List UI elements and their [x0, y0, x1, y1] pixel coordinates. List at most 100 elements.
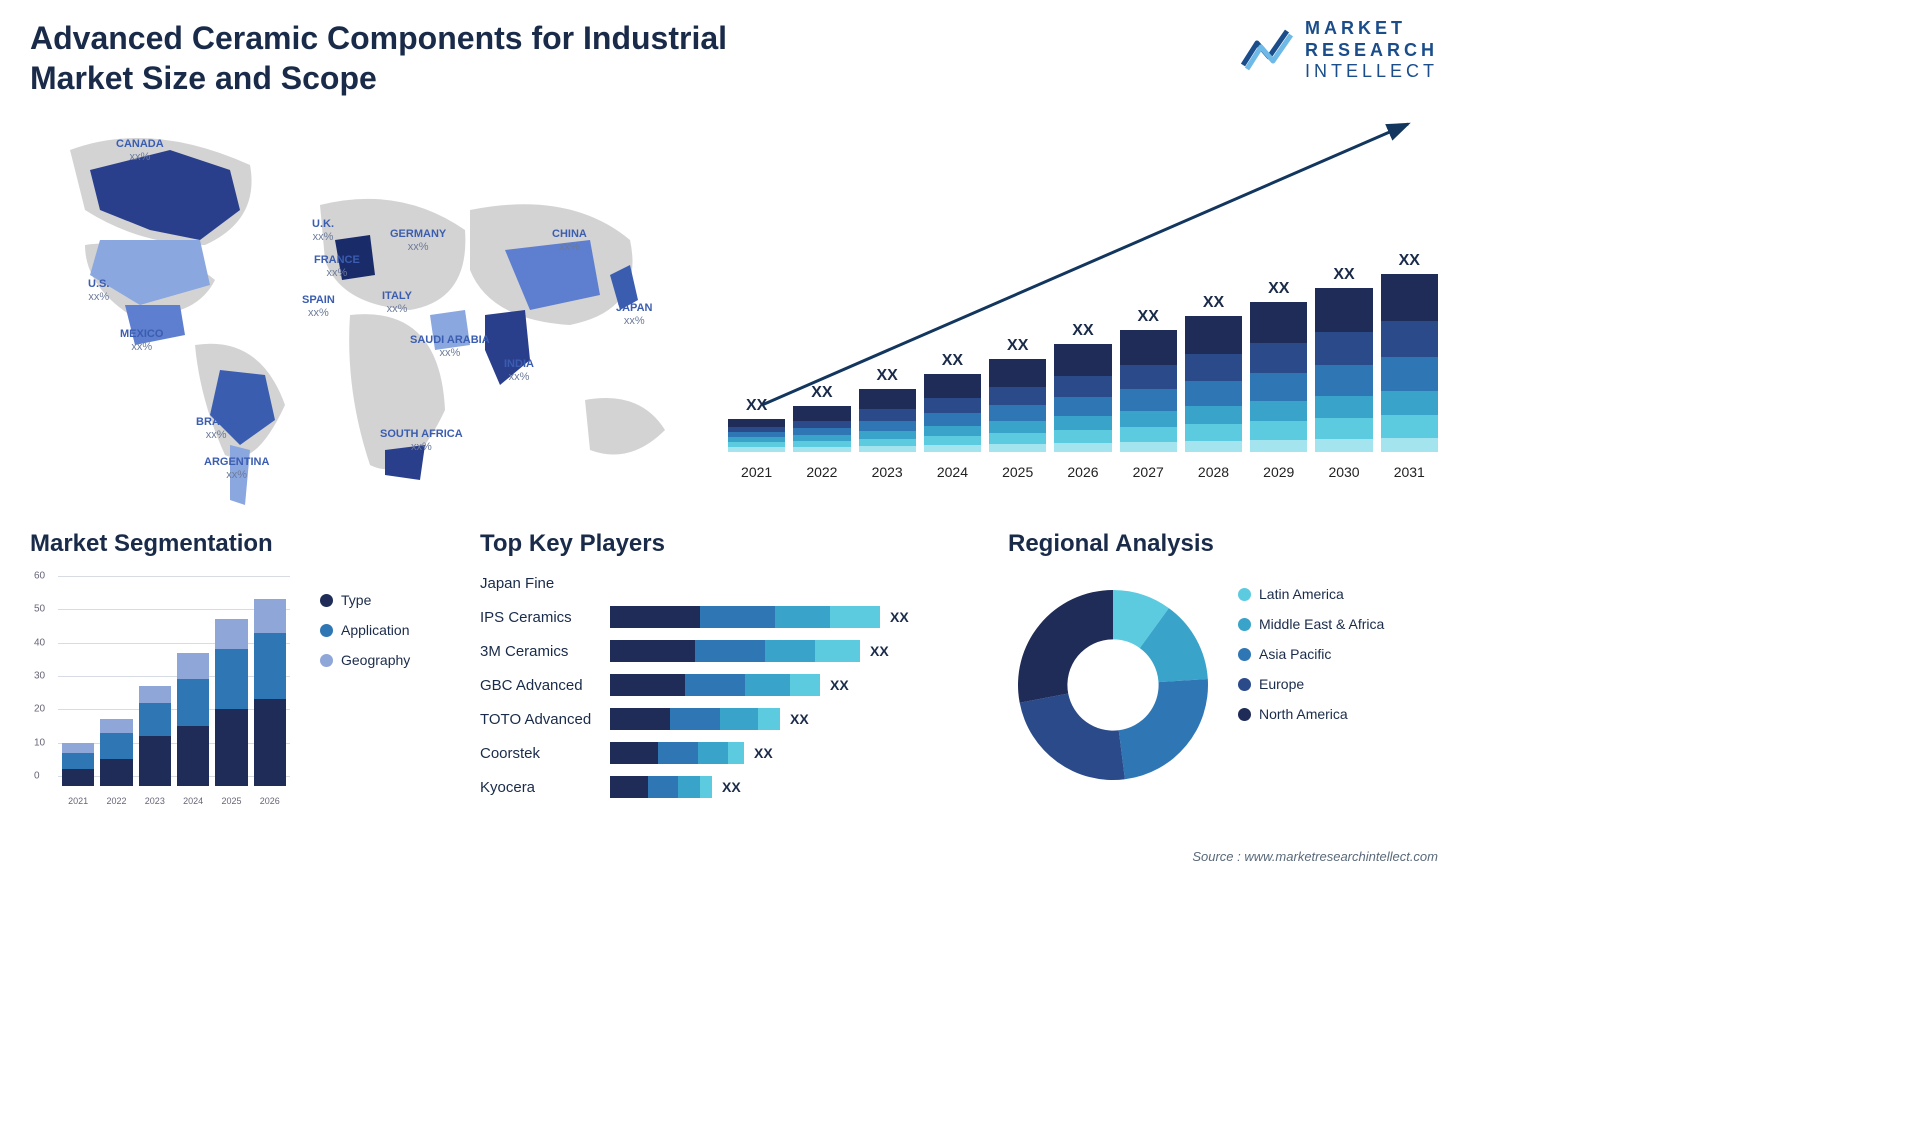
- key-player-row: GBC AdvancedXX: [480, 672, 980, 698]
- legend-label: Latin America: [1259, 586, 1344, 602]
- map-country-label: U.K.xx%: [312, 218, 334, 244]
- growth-bar-value: XX: [1007, 337, 1028, 355]
- growth-bar-segment: [1120, 365, 1177, 389]
- segmentation-bar-segment: [215, 709, 247, 786]
- source-line: Source : www.marketresearchintellect.com: [1192, 849, 1438, 864]
- regional-donut: [1008, 580, 1218, 790]
- segmentation-title: Market Segmentation: [30, 530, 460, 558]
- growth-bar-segment: [859, 409, 916, 421]
- legend-label: Type: [341, 592, 371, 608]
- key-player-bar-segment: [700, 606, 775, 628]
- donut-slice: [1119, 679, 1208, 779]
- segmentation-bar-segment: [100, 719, 132, 732]
- map-country-label: BRAZILxx%: [196, 416, 236, 442]
- key-player-name: Coorstek: [480, 745, 610, 762]
- growth-bar-column: XX: [1381, 252, 1438, 452]
- growth-bar: [793, 406, 850, 452]
- segmentation-bar-column: [139, 686, 171, 786]
- segmentation-bar-segment: [254, 599, 286, 632]
- logo-line2: RESEARCH: [1305, 40, 1438, 62]
- key-player-bar-segment: [678, 776, 700, 798]
- key-player-bar-segment: [765, 640, 815, 662]
- growth-bar-segment: [989, 444, 1046, 452]
- key-player-value: XX: [870, 643, 889, 659]
- legend-label: North America: [1259, 706, 1348, 722]
- key-player-bar-segment: [685, 674, 745, 696]
- segmentation-bar: [139, 686, 171, 786]
- segmentation-bar-segment: [100, 759, 132, 786]
- legend-item: Latin America: [1238, 586, 1384, 602]
- growth-bar-column: XX: [1250, 280, 1307, 452]
- growth-year-label: 2023: [859, 464, 916, 480]
- growth-bar: [1250, 302, 1307, 452]
- growth-year-label: 2021: [728, 464, 785, 480]
- world-map-svg: [30, 110, 690, 510]
- growth-bar-segment: [924, 436, 981, 445]
- growth-bar-segment: [1250, 343, 1307, 373]
- map-country-label: SOUTH AFRICAxx%: [380, 428, 463, 454]
- growth-bar-segment: [1185, 354, 1242, 381]
- growth-bar: [989, 359, 1046, 452]
- segmentation-bar-segment: [215, 649, 247, 709]
- segmentation-legend: TypeApplicationGeography: [320, 592, 410, 682]
- growth-bar-segment: [1381, 357, 1438, 391]
- key-player-bar-segment: [790, 674, 820, 696]
- segmentation-bar-segment: [139, 736, 171, 786]
- legend-label: Europe: [1259, 676, 1304, 692]
- logo-line1: MARKET: [1305, 18, 1438, 40]
- growth-bar-column: XX: [793, 384, 850, 452]
- segmentation-bar-segment: [254, 699, 286, 786]
- key-player-bar-segment: [670, 708, 720, 730]
- growth-bar-column: XX: [1185, 294, 1242, 452]
- key-player-value: XX: [890, 609, 909, 625]
- key-player-row: TOTO AdvancedXX: [480, 706, 980, 732]
- growth-bar-segment: [1185, 316, 1242, 354]
- legend-swatch: [1238, 618, 1251, 631]
- growth-bar-segment: [924, 413, 981, 426]
- growth-bar-segment: [1054, 376, 1111, 397]
- growth-bar-segment: [989, 421, 1046, 433]
- key-player-bar-segment: [700, 776, 712, 798]
- growth-bar-value: XX: [1268, 280, 1289, 298]
- key-player-value: XX: [790, 711, 809, 727]
- growth-bar-segment: [1120, 411, 1177, 427]
- y-tick-label: 30: [34, 671, 45, 682]
- key-player-bar-segment: [745, 674, 790, 696]
- growth-bar-segment: [1315, 332, 1372, 365]
- growth-bar-segment: [989, 359, 1046, 387]
- y-tick-label: 60: [34, 571, 45, 582]
- growth-bar-segment: [1315, 439, 1372, 452]
- segmentation-bar-column: [62, 743, 94, 786]
- key-player-bar-segment: [720, 708, 758, 730]
- segmentation-bar-segment: [254, 633, 286, 700]
- segmentation-bar: [215, 619, 247, 786]
- key-player-bar-segment: [815, 640, 860, 662]
- growth-bar-segment: [1381, 391, 1438, 415]
- growth-bar-segment: [859, 446, 916, 452]
- legend-item: Application: [320, 622, 410, 638]
- segmentation-bar-segment: [177, 726, 209, 786]
- key-player-bar-segment: [610, 708, 670, 730]
- growth-bar-segment: [924, 374, 981, 398]
- key-player-row: CoorstekXX: [480, 740, 980, 766]
- legend-label: Asia Pacific: [1259, 646, 1331, 662]
- key-player-row: 3M CeramicsXX: [480, 638, 980, 664]
- map-country-label: ITALYxx%: [382, 290, 412, 316]
- segmentation-bar-segment: [139, 703, 171, 736]
- growth-bar-value: XX: [811, 384, 832, 402]
- legend-item: North America: [1238, 706, 1384, 722]
- growth-bar-segment: [1120, 330, 1177, 365]
- key-player-bar: [610, 776, 712, 798]
- key-player-bar: [610, 640, 860, 662]
- legend-swatch: [1238, 678, 1251, 691]
- key-player-bar-segment: [830, 606, 880, 628]
- growth-bar: [1120, 330, 1177, 452]
- segmentation-bar-segment: [100, 733, 132, 760]
- y-tick-label: 50: [34, 604, 45, 615]
- growth-bar: [1381, 274, 1438, 452]
- growth-bar-segment: [1315, 396, 1372, 418]
- growth-bar: [859, 389, 916, 452]
- regional-section: Regional Analysis Latin AmericaMiddle Ea…: [1008, 530, 1438, 570]
- segmentation-year-label: 2023: [139, 796, 171, 806]
- key-player-bar-segment: [610, 640, 695, 662]
